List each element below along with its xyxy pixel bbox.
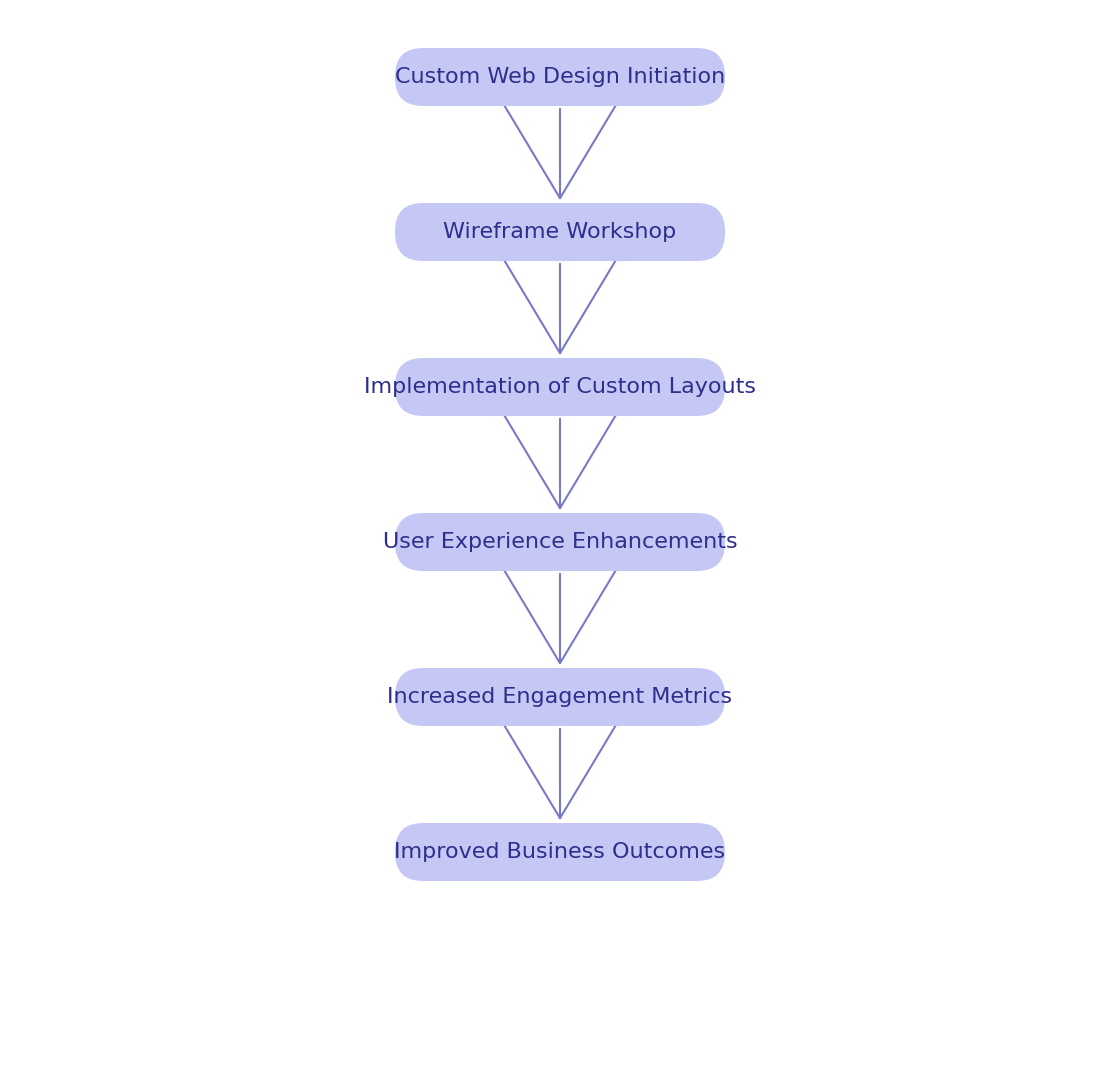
FancyBboxPatch shape [395,668,725,726]
Text: Increased Engagement Metrics: Increased Engagement Metrics [388,687,732,707]
FancyBboxPatch shape [395,358,725,416]
FancyBboxPatch shape [395,48,725,106]
Text: Improved Business Outcomes: Improved Business Outcomes [394,841,726,862]
Text: User Experience Enhancements: User Experience Enhancements [383,532,737,552]
FancyBboxPatch shape [395,513,725,571]
Text: Implementation of Custom Layouts: Implementation of Custom Layouts [364,377,756,397]
FancyBboxPatch shape [395,823,725,880]
FancyBboxPatch shape [395,203,725,261]
Text: Custom Web Design Initiation: Custom Web Design Initiation [395,67,725,87]
Text: Wireframe Workshop: Wireframe Workshop [444,222,676,242]
